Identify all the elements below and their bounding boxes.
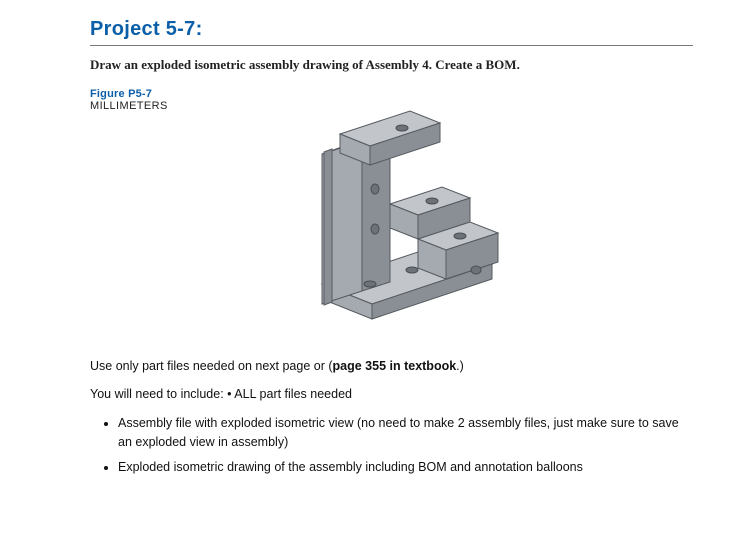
hole-step1 [426, 198, 438, 204]
requirement-item: Exploded isometric drawing of the assemb… [118, 458, 693, 477]
hole-step2b [471, 266, 481, 274]
hole-column-upper [371, 184, 379, 194]
hole-topcap [396, 125, 408, 131]
notes-section: Use only part files needed on next page … [90, 357, 693, 477]
project-title: Project 5-7: [90, 18, 693, 41]
instruction-text: Draw an exploded isometric assembly draw… [90, 56, 693, 74]
hole-step2a [454, 233, 466, 239]
backrail [324, 149, 332, 305]
include-intro: You will need to include: • ALL part fil… [90, 385, 693, 404]
use-only-line: Use only part files needed on next page … [90, 357, 693, 376]
use-only-bold: page 355 in textbook [333, 359, 457, 373]
requirement-item: Assembly file with exploded isometric vi… [118, 414, 693, 452]
assembly-svg [262, 94, 522, 334]
use-only-pre: Use only part files needed on next page … [90, 359, 333, 373]
isometric-figure [90, 94, 693, 339]
hole-column-lower [371, 224, 379, 234]
use-only-post: .) [456, 359, 464, 373]
title-rule [90, 45, 693, 46]
l-bracket-shape [322, 111, 498, 319]
hole-base-1 [364, 281, 376, 287]
hole-base-2 [406, 267, 418, 273]
requirements-list: Assembly file with exploded isometric vi… [90, 414, 693, 476]
